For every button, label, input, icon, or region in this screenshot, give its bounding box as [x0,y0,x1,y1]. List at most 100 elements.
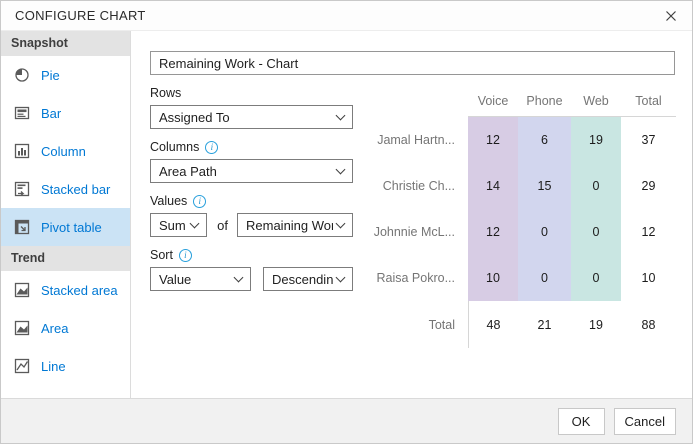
sort-direction-select[interactable]: Descending [263,267,353,291]
sidebar-item-label: Column [41,143,86,159]
pivot-column-header: Phone [518,86,571,117]
stacked-area-icon [14,282,30,298]
sidebar-item-bar[interactable]: Bar [1,94,130,132]
pivot-table-preview: Voice Phone Web Total Jamal Hartn... 12 6 19 37 C… [360,86,676,348]
sidebar-item-label: Stacked bar [41,181,111,197]
sort-group: Sort i Value Descending [150,248,353,291]
pivot-value-cell: 29 [641,179,656,193]
sidebar-item-line[interactable]: Line [1,347,130,385]
pivot-value-cell: 37 [641,133,656,147]
sidebar-item-pivot-table[interactable]: Pivot table [1,208,130,246]
columns-label: Columns i [150,140,353,154]
chart-title-input[interactable] [150,51,675,75]
columns-select[interactable]: Area Path [150,159,353,183]
pivot-value-cell: 0 [571,163,621,209]
sort-direction-value: Descending [272,271,333,287]
info-icon[interactable]: i [193,194,207,208]
chart-config-form: Rows Assigned To Columns i Area Path [150,86,353,291]
values-aggregation-value: Sum [159,217,186,233]
rows-select[interactable]: Assigned To [150,105,353,129]
pivot-total-value: 21 [537,317,552,332]
sidebar-item-stacked-bar[interactable]: Stacked bar [1,170,130,208]
pivot-value-cell: 12 [468,117,518,163]
values-field-select[interactable]: Remaining Work [237,213,353,237]
dialog-body: Snapshot Pie Bar Column Stacked bar Pivot tab… [1,31,692,398]
pivot-row-label: Christie Ch... [382,179,455,193]
sidebar-section-header-trend: Trend [1,246,130,271]
values-label: Values i [150,194,353,208]
ok-button[interactable]: OK [557,407,605,435]
sidebar-item-stacked-area[interactable]: Stacked area [1,271,130,309]
sidebar-item-label: Line [41,358,66,374]
main-panel: Rows Assigned To Columns i Area Path [131,31,692,398]
columns-label-text: Columns [150,140,200,154]
sort-by-select[interactable]: Value [150,267,251,291]
pie-chart-icon [14,67,30,83]
columns-group: Columns i Area Path [150,140,353,183]
dialog-title: CONFIGURE CHART [15,8,146,23]
pivot-total-value: 19 [589,317,603,332]
sidebar: Snapshot Pie Bar Column Stacked bar Pivot tab… [1,31,131,398]
pivot-value-cell: 14 [468,163,518,209]
dialog-header: CONFIGURE CHART [1,1,692,31]
dialog-footer: OK Cancel [1,398,692,443]
pivot-corner-cell [360,86,468,117]
of-label: of [217,217,228,233]
sidebar-item-pie[interactable]: Pie [1,56,130,94]
area-chart-icon [14,320,30,336]
column-chart-icon [14,143,30,159]
values-label-text: Values [150,194,188,208]
pivot-row-label: Johnnie McL... [373,225,455,239]
sort-by-value: Value [159,271,192,287]
sidebar-item-label: Stacked area [41,282,118,298]
sidebar-item-area[interactable]: Area [1,309,130,347]
pivot-value-cell: 0 [571,209,621,255]
chevron-down-icon [335,272,346,283]
pivot-total-label: Total [428,317,455,332]
rows-select-value: Assigned To [159,109,230,125]
pivot-row-label: Jamal Hartn... [377,133,455,147]
pivot-value-cell: 19 [571,117,621,163]
close-icon[interactable] [664,9,678,23]
sidebar-item-label: Pivot table [41,219,102,235]
info-icon[interactable]: i [205,140,219,154]
pivot-total-value: 48 [468,301,518,348]
sort-label: Sort i [150,248,353,262]
sidebar-section-header-snapshot: Snapshot [1,31,130,56]
values-group: Values i Sum of Remaining Work [150,194,353,237]
pivot-column-header: Voice [468,86,518,117]
values-field-value: Remaining Work [246,217,333,233]
rows-label-text: Rows [150,86,182,100]
chevron-down-icon [189,218,200,229]
pivot-value-cell: 0 [571,255,621,301]
sidebar-item-label: Area [41,320,69,336]
sidebar-item-column[interactable]: Column [1,132,130,170]
cancel-button[interactable]: Cancel [613,407,676,435]
chevron-down-icon [335,164,346,175]
pivot-value-cell: 10 [468,255,518,301]
sidebar-item-label: Pie [41,67,60,83]
pivot-column-header: Total [621,86,676,117]
pivot-row-label: Raisa Pokro... [376,271,455,285]
line-chart-icon [14,358,30,374]
pivot-value-cell: 0 [518,255,571,301]
pivot-column-header: Web [571,86,621,117]
rows-group: Rows Assigned To [150,86,353,129]
chevron-down-icon [335,218,346,229]
chevron-down-icon [335,110,346,121]
pivot-value-cell: 0 [518,209,571,255]
pivot-value-cell: 6 [518,117,571,163]
values-aggregation-select[interactable]: Sum [150,213,208,237]
pivot-table-icon [14,219,30,235]
pivot-value-cell: 15 [518,163,571,209]
pivot-total-value: 88 [641,317,656,332]
pivot-value-cell: 10 [641,271,656,285]
pivot-value-cell: 12 [468,209,518,255]
chevron-down-icon [233,272,244,283]
info-icon[interactable]: i [178,248,192,262]
bar-chart-icon [14,105,30,121]
sort-label-text: Sort [150,248,173,262]
sidebar-item-label: Bar [41,105,62,121]
stacked-bar-icon [14,181,30,197]
